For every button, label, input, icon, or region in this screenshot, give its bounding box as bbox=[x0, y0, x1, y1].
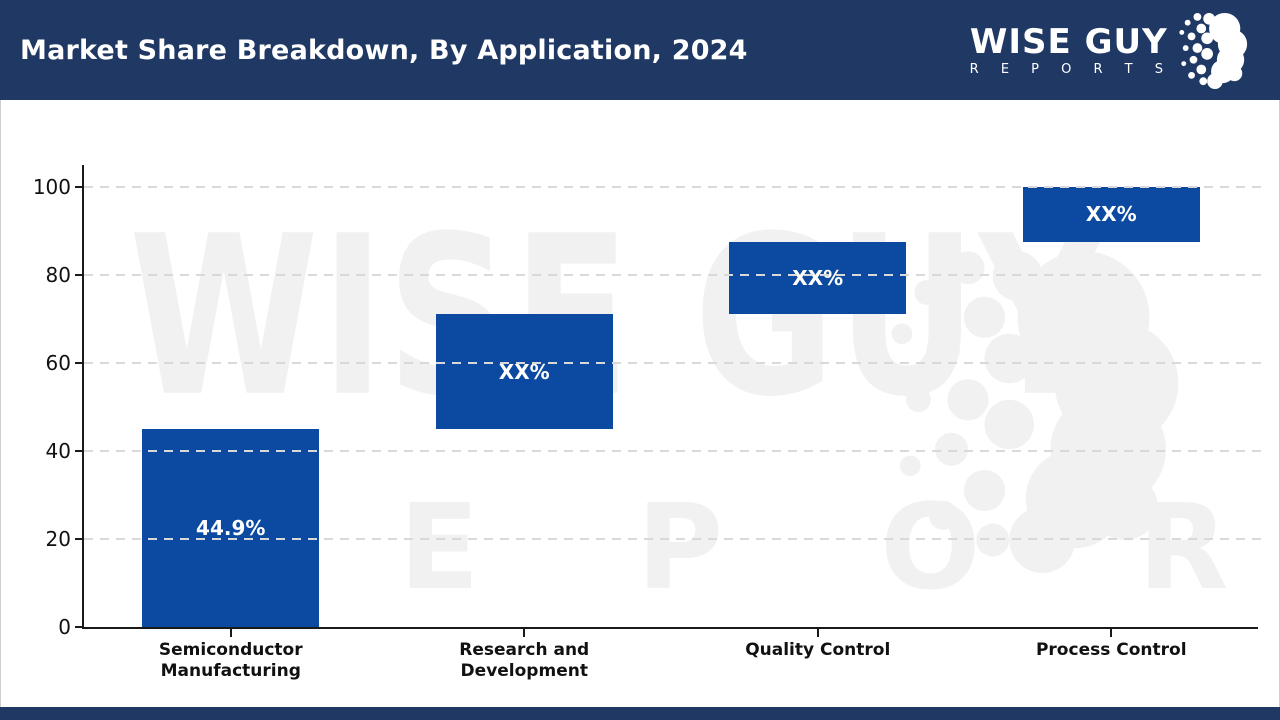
x-tick-mark-quality-control bbox=[816, 629, 819, 637]
y-tick-mark-0 bbox=[75, 626, 84, 628]
y-tick-label-80: 80 bbox=[45, 263, 71, 287]
y-tick-mark-40 bbox=[75, 450, 84, 452]
x-axis-label-process-control: Process Control bbox=[1035, 640, 1187, 660]
bar-value-label: XX% bbox=[792, 265, 844, 290]
y-tick-mark-80 bbox=[75, 274, 84, 276]
bar-quality-control: XX% bbox=[729, 241, 907, 315]
y-tick-label-100: 100 bbox=[32, 175, 71, 199]
x-tick-mark-semiconductor-manufacturing bbox=[229, 629, 232, 637]
y-axis-line bbox=[82, 165, 84, 629]
x-tick-mark-process-control bbox=[1110, 629, 1113, 637]
wise-guy-reports-logo: WISE GUY R E P O R T S bbox=[966, 9, 1252, 91]
bar-semiconductor-manufacturing: 44.9% bbox=[142, 429, 320, 627]
gridline-40 bbox=[84, 450, 1262, 452]
footer-bar bbox=[0, 707, 1280, 720]
gridline-100 bbox=[84, 186, 1262, 188]
x-axis-label-semiconductor-manufacturing: Semiconductor Manufacturing bbox=[158, 640, 303, 682]
x-axis-label-quality-control: Quality Control bbox=[745, 640, 891, 660]
logo-subtext: R E P O R T S bbox=[969, 61, 1172, 77]
bar-value-label: 44.9% bbox=[196, 516, 266, 541]
header-bar: Market Share Breakdown, By Application, … bbox=[0, 0, 1280, 100]
y-tick-label-40: 40 bbox=[45, 439, 71, 463]
x-axis-label-research-and-development: Research and Development bbox=[459, 640, 590, 682]
logo-text: WISE GUY R E P O R T S bbox=[966, 25, 1172, 76]
x-tick-mark-research-and-development bbox=[523, 629, 526, 637]
gridline-20 bbox=[84, 538, 1262, 540]
y-tick-mark-60 bbox=[75, 362, 84, 364]
y-tick-mark-100 bbox=[75, 186, 84, 188]
bar-process-control: XX% bbox=[1022, 187, 1200, 242]
watermark-head-icon bbox=[891, 251, 1179, 573]
y-tick-mark-20 bbox=[75, 538, 84, 540]
logo-wordmark: WISE GUY bbox=[969, 21, 1168, 62]
chart-title: Market Share Breakdown, By Application, … bbox=[20, 34, 748, 66]
y-tick-label-20: 20 bbox=[45, 527, 71, 551]
bar-value-label: XX% bbox=[1085, 202, 1137, 227]
x-axis-line bbox=[82, 627, 1258, 629]
gridline-80 bbox=[84, 274, 1262, 276]
logo-head-icon bbox=[1179, 12, 1248, 89]
y-tick-label-0: 0 bbox=[58, 615, 71, 639]
watermark-wordmark: WISE GUY bbox=[129, 188, 1106, 446]
gridline-60 bbox=[84, 362, 1262, 364]
y-tick-label-60: 60 bbox=[45, 351, 71, 375]
bar-research-and-development: XX% bbox=[435, 314, 613, 430]
